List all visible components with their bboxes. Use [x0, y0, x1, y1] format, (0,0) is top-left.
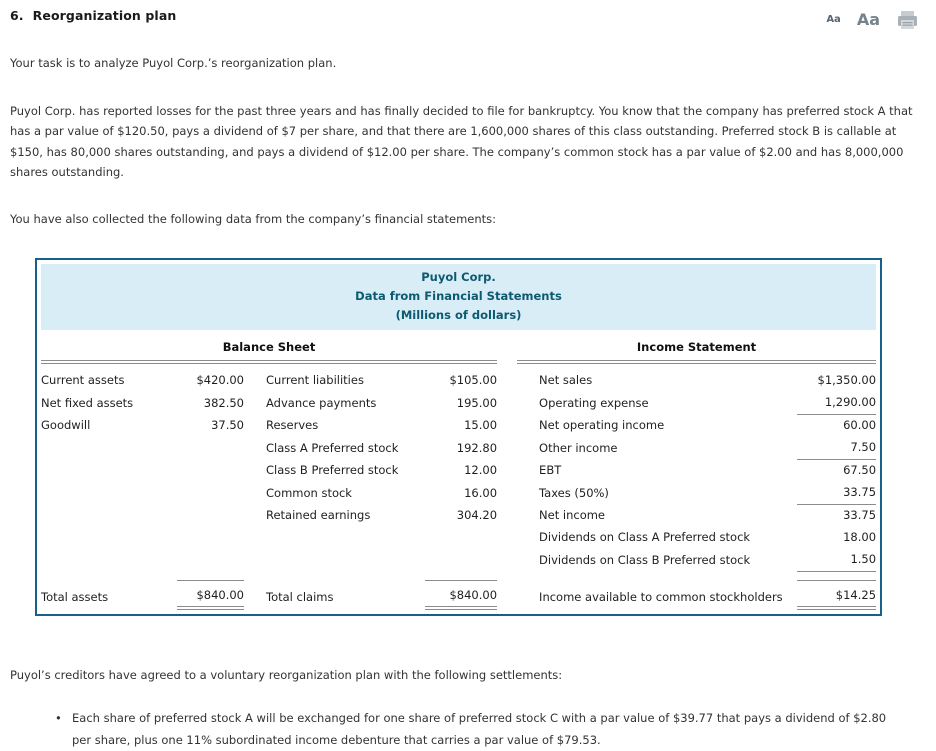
bs-claim-value: $105.00	[449, 373, 498, 387]
table-row: Dividends on Class B Preferred stock 1.5…	[41, 549, 877, 572]
income-available-label: Income available to common stockholders	[539, 590, 783, 604]
bs-claim-value: 15.00	[464, 418, 498, 432]
bs-claim-label: Common stock	[266, 485, 352, 500]
is-label: Net operating income	[539, 418, 665, 432]
is-value: 33.75	[797, 482, 877, 505]
bs-claim-value: 192.80	[456, 440, 498, 455]
display-controls: Aa Aa	[826, 10, 926, 30]
problem-number: 6.	[10, 8, 24, 23]
total-assets-label: Total assets	[41, 590, 109, 604]
is-value: 33.75	[843, 508, 877, 522]
task-intro: Your task is to analyze Puyol Corp.’s re…	[10, 56, 337, 70]
bs-claim-value: 304.20	[456, 508, 498, 522]
total-claims-value: $840.00	[425, 580, 498, 610]
bs-claim-label: Class B Preferred stock	[266, 463, 399, 477]
problem-title: Reorganization plan	[32, 8, 177, 23]
is-value: 67.50	[843, 463, 877, 477]
bs-asset-label: Net fixed assets	[41, 395, 134, 410]
table-row: Current assets $420.00 Current liabiliti…	[41, 362, 876, 392]
is-label: Other income	[539, 440, 618, 455]
is-label: Dividends on Class B Preferred stock	[539, 552, 751, 567]
table-row: Retained earnings 304.20 Net income 33.7…	[41, 505, 876, 528]
table-row: Class B Preferred stock 12.00 EBT 67.50	[41, 460, 876, 483]
totals-row: Total assets $840.00 Total claims $840.0…	[41, 580, 877, 610]
page-title: 6. Reorganization plan	[10, 8, 176, 23]
is-label: EBT	[539, 463, 562, 477]
is-value: 1,290.00	[797, 392, 877, 415]
background-paragraph: Puyol Corp. has reported losses for the …	[10, 103, 913, 180]
bs-claim-value: 16.00	[464, 485, 498, 500]
is-value: 18.00	[843, 530, 877, 544]
table-title: Puyol Corp. Data from Financial Statemen…	[41, 264, 876, 330]
is-label: Dividends on Class A Preferred stock	[539, 530, 751, 544]
is-value: 1.50	[797, 549, 877, 572]
print-button[interactable]	[896, 10, 920, 30]
bs-claim-label: Reserves	[266, 418, 319, 432]
bs-claim-label: Retained earnings	[266, 508, 371, 522]
table-row: Class A Preferred stock 192.80 Other inc…	[41, 437, 877, 460]
table-row: Dividends on Class A Preferred stock 18.…	[41, 527, 876, 549]
bs-asset-value: 382.50	[203, 395, 244, 410]
is-label: Net sales	[539, 373, 593, 387]
titlebar: 6. Reorganization plan Aa Aa	[10, 8, 926, 30]
income-available-value: $14.25	[797, 580, 877, 610]
total-claims-label: Total claims	[266, 590, 334, 604]
table-title-company: Puyol Corp.	[421, 270, 496, 284]
data-intro: You have also collected the following da…	[10, 211, 497, 226]
settlements-intro: Puyol’s creditors have agreed to a volun…	[10, 668, 563, 682]
income-statement-header: Income Statement	[517, 334, 877, 364]
font-size-decrease-button[interactable]: Aa	[826, 14, 841, 25]
is-label: Operating expense	[539, 395, 649, 410]
financial-statements-table: Puyol Corp. Data from Financial Statemen…	[35, 258, 882, 616]
settlement-item: Each share of preferred stock A will be …	[55, 707, 892, 751]
bs-asset-label: Goodwill	[41, 418, 91, 432]
bs-asset-value: 37.50	[211, 418, 244, 432]
total-assets-value: $840.00	[177, 580, 244, 610]
is-value: $1,350.00	[817, 373, 877, 387]
is-value: 60.00	[843, 418, 877, 432]
table-row: Net fixed assets 382.50 Advance payments…	[41, 392, 877, 415]
printer-icon	[898, 11, 917, 29]
section-gap	[497, 334, 517, 362]
is-value: 7.50	[797, 437, 877, 460]
financial-data-grid: Balance Sheet Income Statement Current a…	[41, 334, 877, 610]
bs-claim-label: Class A Preferred stock	[266, 440, 399, 455]
font-size-increase-button[interactable]: Aa	[856, 10, 880, 29]
is-label: Net income	[539, 508, 606, 522]
balance-sheet-header: Balance Sheet	[41, 334, 498, 364]
bs-asset-value: $420.00	[196, 373, 244, 387]
table-row: Goodwill 37.50 Reserves 15.00 Net operat…	[41, 415, 876, 438]
bs-claim-value: 195.00	[456, 395, 498, 410]
bs-claim-label: Current liabilities	[266, 373, 364, 387]
table-title-caption: Data from Financial Statements	[355, 289, 562, 303]
settlements-list: Each share of preferred stock A will be …	[10, 707, 926, 751]
bs-claim-label: Advance payments	[266, 395, 377, 410]
bs-claim-value: 12.00	[464, 463, 498, 477]
table-row: Common stock 16.00 Taxes (50%) 33.75	[41, 482, 877, 505]
is-label: Taxes (50%)	[539, 485, 609, 500]
bs-asset-label: Current assets	[41, 373, 125, 387]
table-title-units: (Millions of dollars)	[395, 308, 522, 322]
